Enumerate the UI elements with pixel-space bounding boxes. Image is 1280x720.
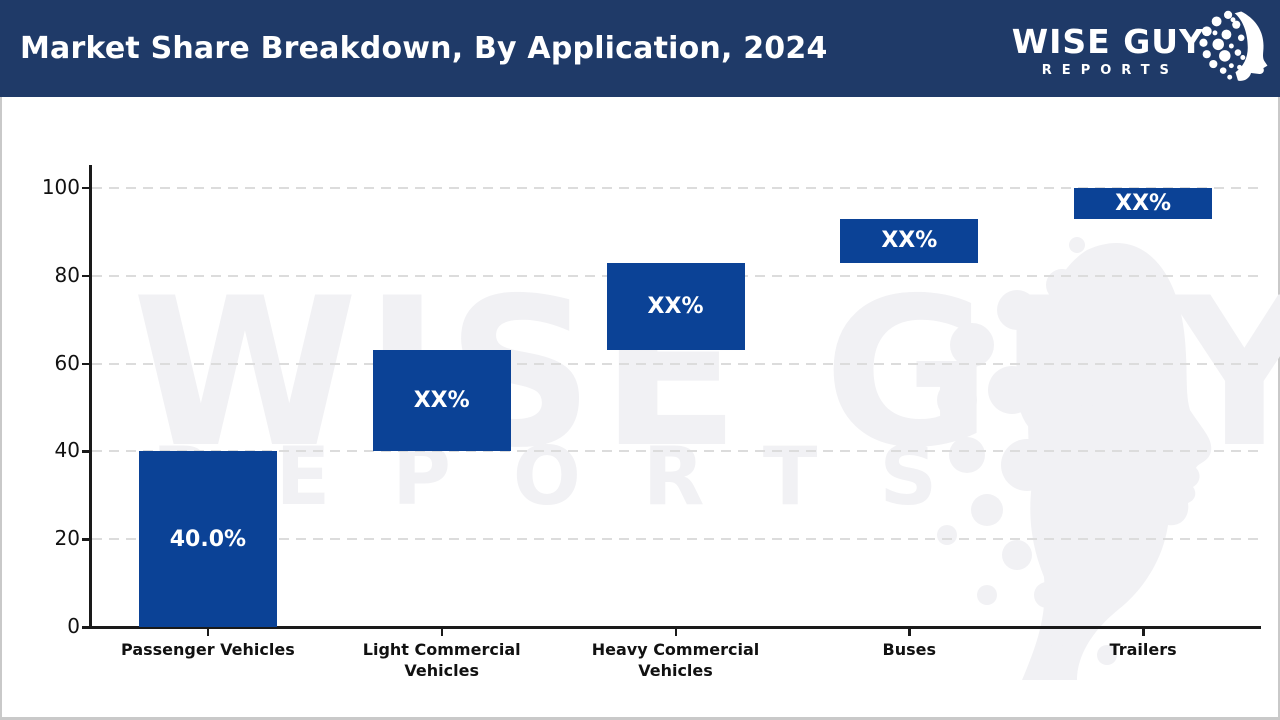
logo-wiseguy-text: WISE GUY (1011, 22, 1204, 61)
y-axis-label-40: 40 (54, 438, 80, 463)
x-axis-line (89, 626, 1261, 629)
bar-heavy-commercial-vehicles: XX% (606, 262, 745, 351)
y-axis-label-0: 0 (67, 614, 80, 638)
x-axis-label-0: Passenger Vehicles (121, 640, 295, 659)
x-axis-label-3: Buses (882, 640, 937, 659)
bar-value-label: 40.0% (169, 526, 247, 552)
bar-value-label: XX% (647, 293, 704, 319)
x-axis-label-2: Heavy Commercial Vehicles (591, 640, 760, 680)
x-axis-label-1: Light Commercial Vehicles (362, 640, 521, 680)
y-axis-label-100: 100 (41, 174, 80, 199)
y-axis-label-20: 20 (54, 526, 80, 551)
brand-logo: WISE GUY REPORTS (1012, 6, 1274, 88)
y-axis-tick-40 (82, 450, 90, 453)
gridline-20 (92, 538, 1260, 541)
gridline-40 (92, 450, 1260, 453)
bar-passenger-vehicles: 40.0% (138, 451, 277, 627)
header-bar: Market Share Breakdown, By Application, … (0, 0, 1280, 97)
y-axis-tick-60 (82, 362, 90, 366)
x-axis-tick-1 (440, 628, 444, 636)
y-axis-tick-80 (82, 274, 90, 278)
bar-buses: XX% (840, 218, 979, 263)
gridline-100 (92, 186, 1260, 189)
logo-reports-text: REPORTS (1041, 63, 1179, 78)
y-axis-label-60: 60 (54, 350, 80, 375)
bar-value-label: XX% (881, 228, 938, 254)
logo-head-icon (1199, 10, 1268, 81)
gridline-60 (92, 362, 1260, 365)
x-axis-label-4: Trailers (1109, 640, 1177, 659)
page-title: Market Share Breakdown, By Application, … (20, 31, 828, 66)
bar-value-label: XX% (1115, 190, 1172, 216)
brand-logo-text: WISE GUY REPORTS (1012, 22, 1204, 78)
y-axis-tick-20 (82, 538, 90, 541)
x-axis-tick-0 (206, 628, 210, 636)
x-axis-tick-4 (1142, 628, 1145, 636)
y-axis-tick-0 (82, 626, 90, 629)
x-axis-tick-3 (908, 628, 911, 636)
y-axis-tick-100 (82, 186, 90, 190)
bar-trailers: XX% (1074, 187, 1213, 219)
bar-value-label: XX% (413, 388, 470, 414)
x-axis-tick-2 (674, 628, 677, 636)
bar-light-commercial-vehicles: XX% (372, 350, 511, 452)
y-axis-label-80: 80 (54, 262, 80, 287)
y-axis-line (89, 165, 92, 629)
